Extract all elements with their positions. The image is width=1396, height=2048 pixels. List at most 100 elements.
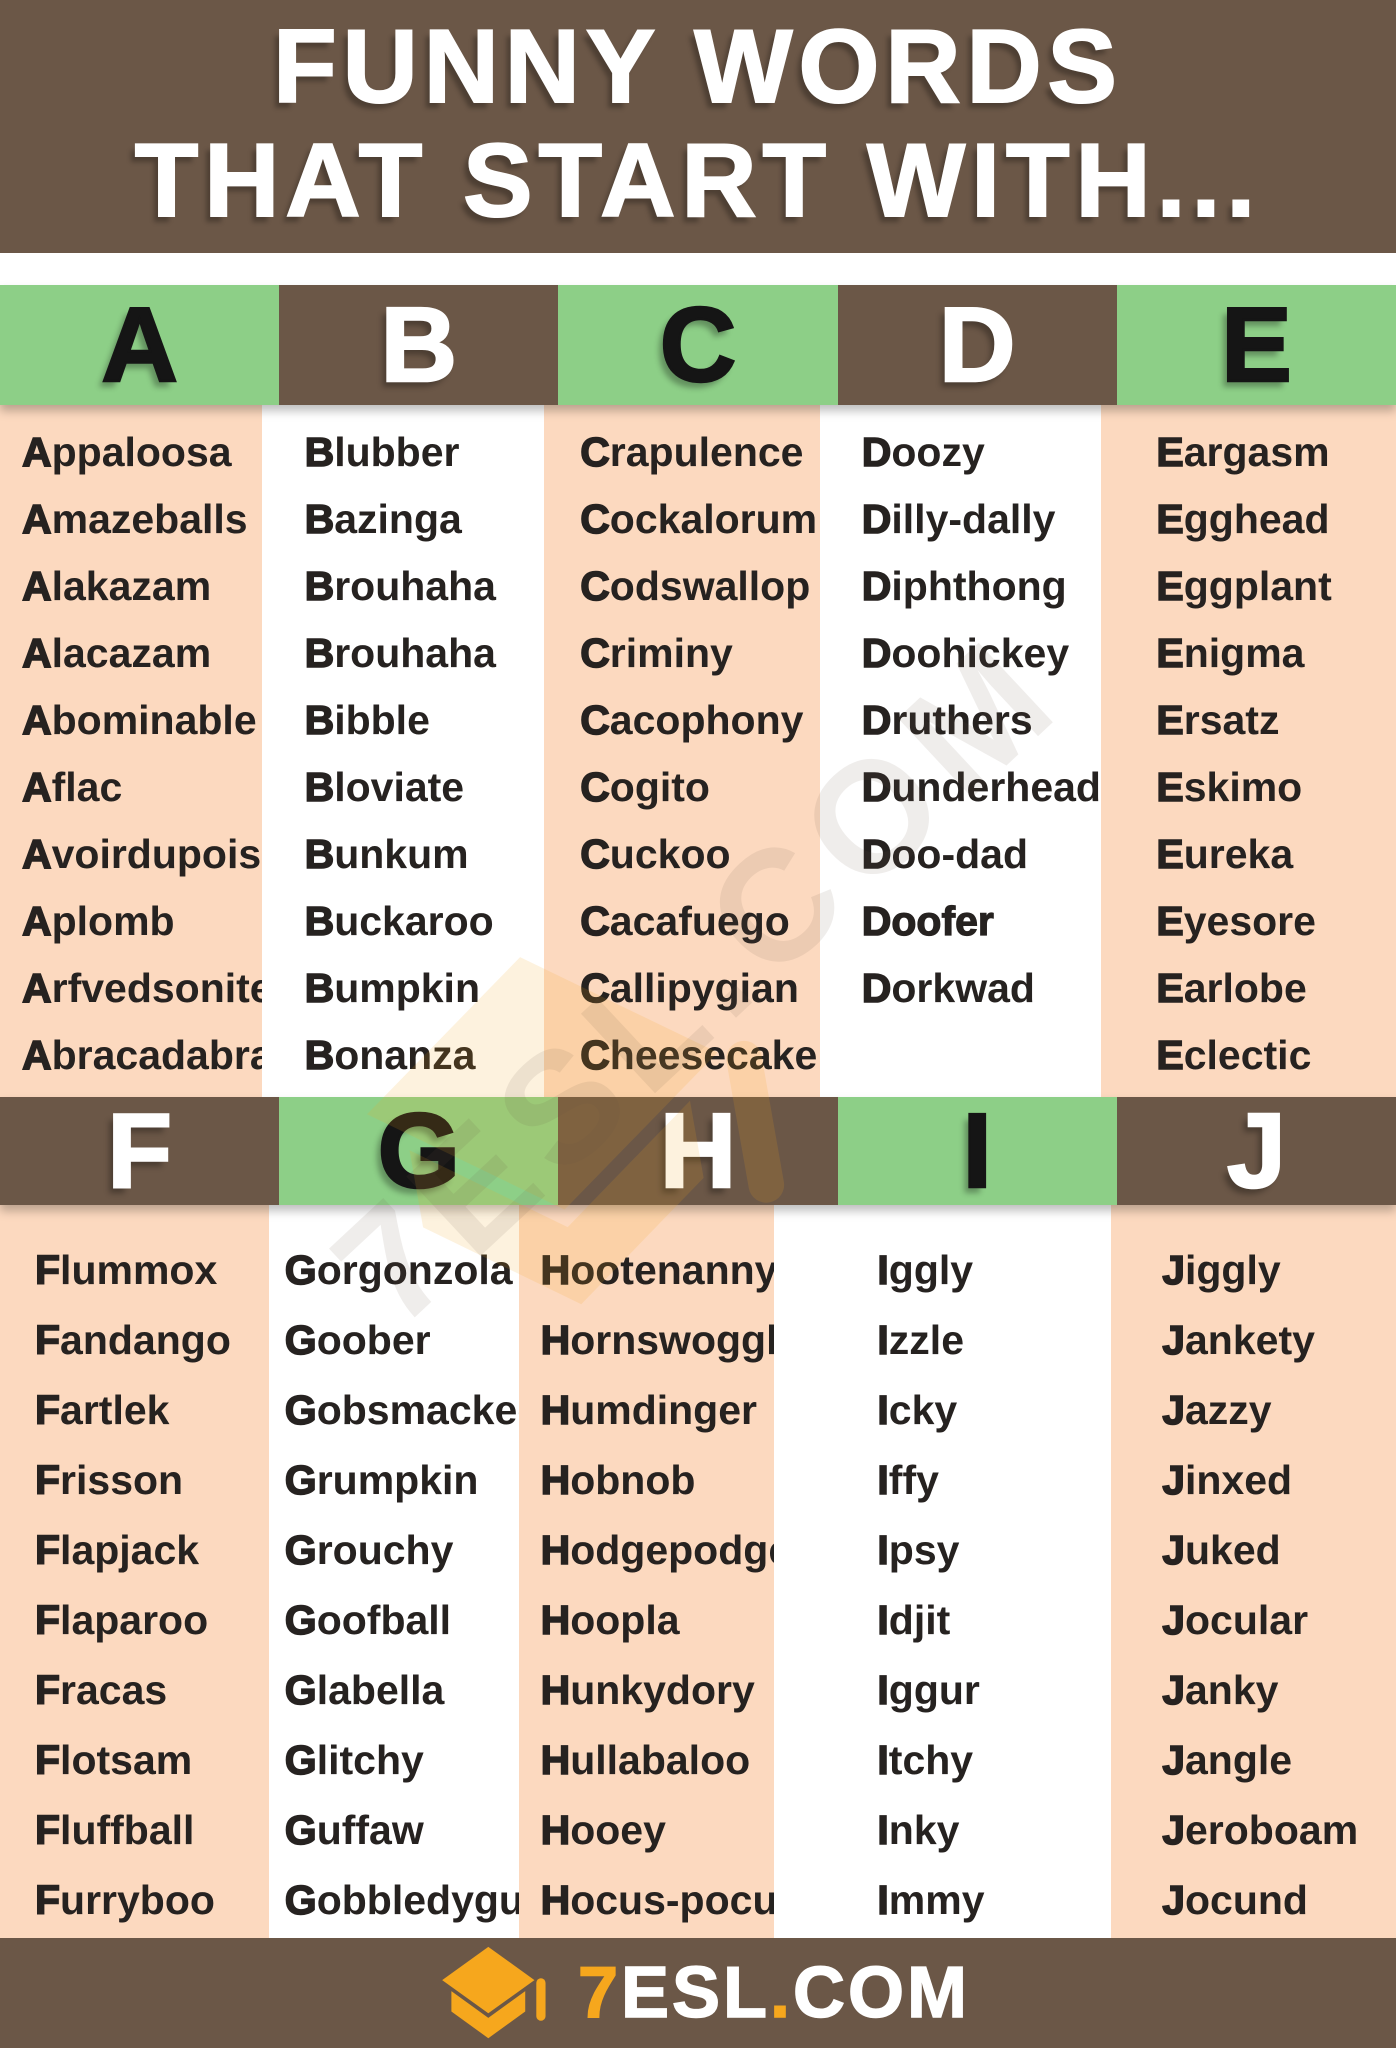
- brand-text: 7ESL.COM: [577, 1956, 970, 2030]
- letter-label-c: C: [658, 286, 737, 404]
- poster-header: FUNNY WORDS THAT START WITH...: [0, 0, 1396, 253]
- letter-header-f: F: [0, 1097, 280, 1205]
- letter-label-b: B: [379, 286, 458, 404]
- letter-header-e: E: [1116, 285, 1396, 405]
- graduation-cap-icon: [442, 1946, 546, 2039]
- letter-label-j: J: [1226, 1097, 1287, 1205]
- letter-row-2: F G H I J: [0, 1097, 1396, 1205]
- letter-label-d: D: [938, 286, 1017, 404]
- brand-7: 7: [577, 1953, 621, 2033]
- letter-header-i: I: [837, 1097, 1117, 1205]
- site-footer: 7ESL.COM: [0, 1938, 1396, 2048]
- word-item: Gobsmacked: [284, 1386, 519, 1434]
- letter-label-h: H: [658, 1097, 737, 1205]
- poster-title-line1: FUNNY WORDS: [272, 9, 1123, 125]
- brand-com: COM: [792, 1953, 971, 2033]
- word-item: Hornswoggle: [540, 1316, 775, 1364]
- brand-dot: .: [769, 1953, 794, 2033]
- letter-label-e: E: [1220, 286, 1293, 404]
- letter-label-g: G: [376, 1097, 461, 1205]
- letter-header-a: A: [0, 285, 280, 405]
- brand-esl: ESL: [620, 1953, 771, 2033]
- header-spacer: [0, 253, 1396, 285]
